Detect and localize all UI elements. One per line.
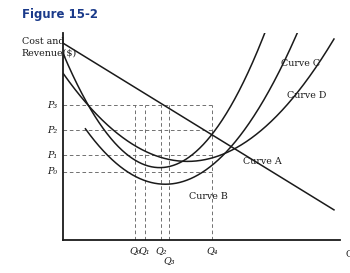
Text: Curve A: Curve A xyxy=(243,157,281,166)
Text: Cost and
Revenue($): Cost and Revenue($) xyxy=(22,37,77,57)
Text: Curve D: Curve D xyxy=(287,91,326,99)
Text: Quantity: Quantity xyxy=(345,250,350,259)
Text: Figure 15-2: Figure 15-2 xyxy=(22,8,98,21)
Text: Q₃: Q₃ xyxy=(164,256,175,265)
Text: P₂: P₂ xyxy=(47,126,57,135)
Text: Curve C: Curve C xyxy=(281,60,321,68)
Text: P₃: P₃ xyxy=(47,101,57,110)
Text: Q₂: Q₂ xyxy=(155,247,167,256)
Text: P₁: P₁ xyxy=(47,151,57,160)
Text: Q₄: Q₄ xyxy=(206,247,218,256)
Text: Q₀: Q₀ xyxy=(129,247,141,256)
Text: P₀: P₀ xyxy=(47,167,57,176)
Text: Curve B: Curve B xyxy=(189,192,228,201)
Text: Q₁: Q₁ xyxy=(139,247,150,256)
